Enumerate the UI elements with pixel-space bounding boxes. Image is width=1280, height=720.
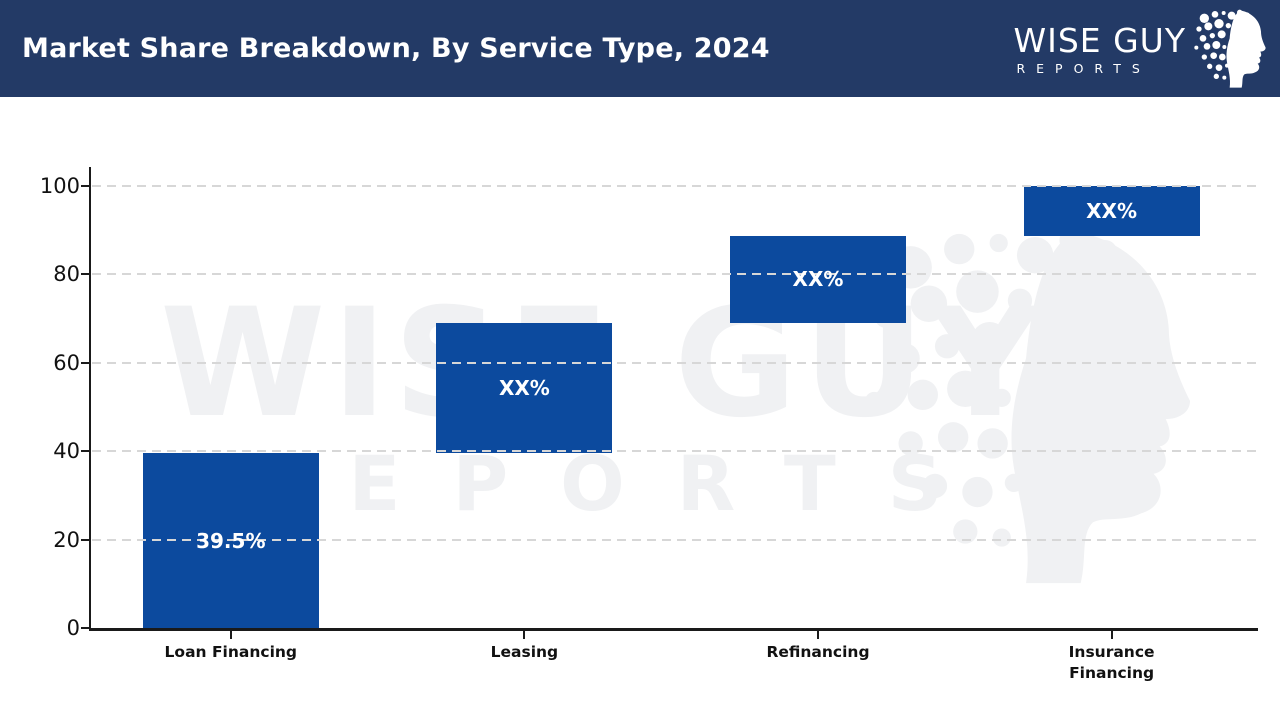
bar-loan-financing	[142, 453, 319, 628]
page-title: Market Share Breakdown, By Service Type,…	[22, 33, 770, 64]
gridline-40	[92, 450, 1258, 453]
y-tick-20	[80, 538, 90, 541]
watermark-head-icon	[856, 223, 1190, 591]
category-label: Insurance Financing	[1068, 643, 1155, 682]
bar-insurance-financing	[1023, 186, 1200, 236]
x-tick-3	[1110, 630, 1113, 639]
y-tick-100	[80, 185, 90, 187]
y-tick-label-80: 80	[53, 262, 80, 287]
category-label: Refinancing	[766, 643, 870, 661]
chart-area: WISE GUY REPORTS 0 20 40 60 80 100 39.5% Loan F…	[0, 97, 1280, 720]
y-tick-label-20: 20	[53, 527, 80, 552]
x-tick-2	[817, 630, 819, 639]
y-tick-label-100: 100	[39, 174, 80, 198]
y-tick-60	[80, 361, 90, 364]
y-tick-label-60: 60	[53, 350, 80, 375]
logo-text: WISE GUY REPORTS	[1013, 20, 1186, 76]
x-axis-line	[88, 628, 1258, 631]
bar-value-label: 39.5%	[196, 528, 266, 553]
logo-wordmark: WISE GUY	[1013, 20, 1186, 60]
gridline-80	[92, 273, 1258, 276]
bar-value-label: XX%	[792, 267, 844, 292]
bar-value-label: XX%	[498, 376, 550, 401]
head-profile-icon	[1190, 9, 1268, 89]
gridline-60	[92, 361, 1258, 364]
y-tick-40	[80, 450, 90, 453]
y-tick-80	[80, 273, 90, 276]
wise-guy-logo: WISE GUY REPORTS	[1013, 9, 1268, 89]
x-tick-0	[229, 630, 232, 639]
bar-value-label: XX%	[1086, 198, 1138, 223]
logo-subtitle: REPORTS	[1016, 60, 1151, 76]
watermark-subtitle: REPORTS	[238, 439, 995, 528]
bar-leasing	[436, 323, 613, 454]
category-label: Leasing	[490, 643, 559, 661]
x-tick-1	[523, 630, 526, 639]
category-label: Loan Financing	[164, 643, 298, 661]
y-tick-0	[80, 627, 90, 629]
y-axis-line	[88, 167, 91, 630]
y-tick-label-0: 0	[66, 616, 80, 640]
header-bar: Market Share Breakdown, By Service Type,…	[0, 0, 1280, 97]
y-tick-label-40: 40	[53, 439, 80, 464]
gridline-20	[92, 538, 1258, 541]
gridline-100	[92, 185, 1258, 187]
